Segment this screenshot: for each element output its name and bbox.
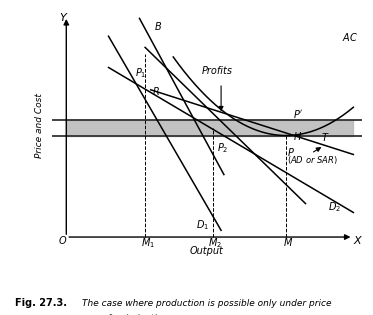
Text: $O$: $O$ (58, 234, 67, 246)
Text: $R$: $R$ (152, 85, 160, 97)
Text: $P$: $P$ (287, 146, 295, 158)
Text: $P_1$: $P_1$ (135, 66, 147, 80)
Text: $M_2$: $M_2$ (209, 237, 222, 250)
Text: Output: Output (190, 246, 224, 256)
Text: $H$: $H$ (293, 130, 302, 142)
Text: Price and Cost: Price and Cost (35, 93, 44, 158)
Text: The case where production is possible only under price: The case where production is possible on… (82, 299, 332, 307)
Text: $T$: $T$ (321, 131, 330, 143)
Text: Fig. 27.3.: Fig. 27.3. (15, 298, 67, 307)
Text: $B$: $B$ (154, 20, 162, 32)
Text: $M$: $M$ (283, 237, 293, 249)
Text: $P'$: $P'$ (293, 108, 303, 120)
Text: $D_2$: $D_2$ (328, 200, 341, 214)
Text: $P_2$: $P_2$ (217, 141, 228, 155)
Text: $(AD$ or $SAR)$: $(AD$ or $SAR)$ (287, 154, 338, 166)
Text: discrimination.: discrimination. (104, 314, 171, 315)
Text: $D_1$: $D_1$ (196, 218, 209, 232)
Text: $Y$: $Y$ (59, 11, 69, 23)
Text: $AC$: $AC$ (342, 31, 358, 43)
Text: $X$: $X$ (353, 234, 364, 246)
Text: Profits: Profits (201, 66, 232, 76)
Text: $M_1$: $M_1$ (141, 237, 155, 250)
